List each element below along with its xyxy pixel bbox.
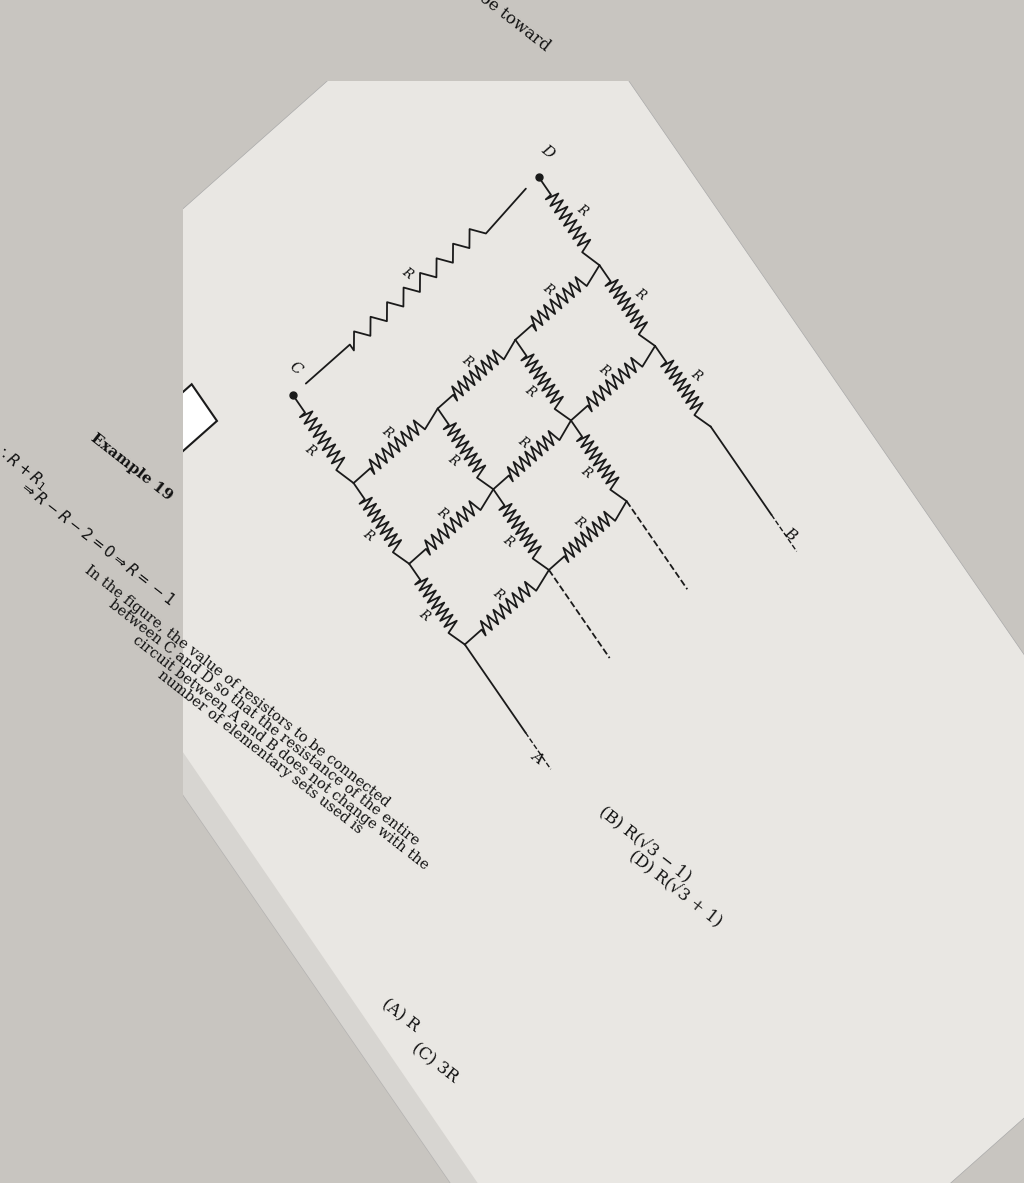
Text: circuit between A and B does not change with the: circuit between A and B does not change …: [130, 633, 431, 873]
Text: C: C: [287, 360, 304, 379]
Text: D: D: [539, 142, 557, 161]
Text: A: A: [528, 749, 546, 767]
Text: R: R: [360, 526, 376, 543]
Text: R: R: [399, 265, 415, 280]
Text: B: B: [781, 525, 799, 543]
Text: R: R: [490, 586, 506, 602]
Text: R: R: [303, 442, 318, 459]
Text: noe toward: noe toward: [468, 0, 553, 56]
Text: Example 19: Example 19: [88, 432, 175, 504]
Text: R: R: [434, 505, 450, 522]
Text: R: R: [460, 353, 475, 369]
Text: (C) 3R: (C) 3R: [409, 1040, 462, 1086]
Text: (B) R(√3 − 1): (B) R(√3 − 1): [595, 803, 694, 886]
Text: R: R: [541, 282, 556, 297]
Text: (D) R(√3 + 1): (D) R(√3 + 1): [626, 847, 725, 931]
Text: R: R: [522, 383, 538, 400]
Text: $\therefore R + R_1$: $\therefore R + R_1$: [0, 440, 51, 494]
Text: R: R: [579, 464, 594, 480]
Text: R: R: [444, 452, 460, 468]
Text: In the figure, the value of resistors to be connected: In the figure, the value of resistors to…: [82, 563, 392, 809]
Text: between C and D so that the resistance of the entire: between C and D so that the resistance o…: [106, 597, 422, 848]
Polygon shape: [0, 414, 656, 1183]
Text: R: R: [501, 534, 516, 549]
Text: R: R: [633, 286, 648, 302]
Text: R: R: [574, 202, 590, 218]
Text: R: R: [515, 434, 530, 450]
Text: $\Rightarrow R - R - 2 = 0 \Rightarrow R = -1$: $\Rightarrow R - R - 2 = 0 \Rightarrow R…: [16, 478, 178, 608]
Text: R: R: [417, 608, 432, 623]
Text: R: R: [688, 367, 703, 383]
Text: (A) R: (A) R: [378, 995, 423, 1035]
Text: R: R: [571, 515, 587, 530]
Polygon shape: [46, 384, 217, 550]
Text: number of elementary sets used is: number of elementary sets used is: [155, 668, 365, 836]
Text: R: R: [596, 362, 611, 379]
Text: R: R: [379, 425, 394, 440]
